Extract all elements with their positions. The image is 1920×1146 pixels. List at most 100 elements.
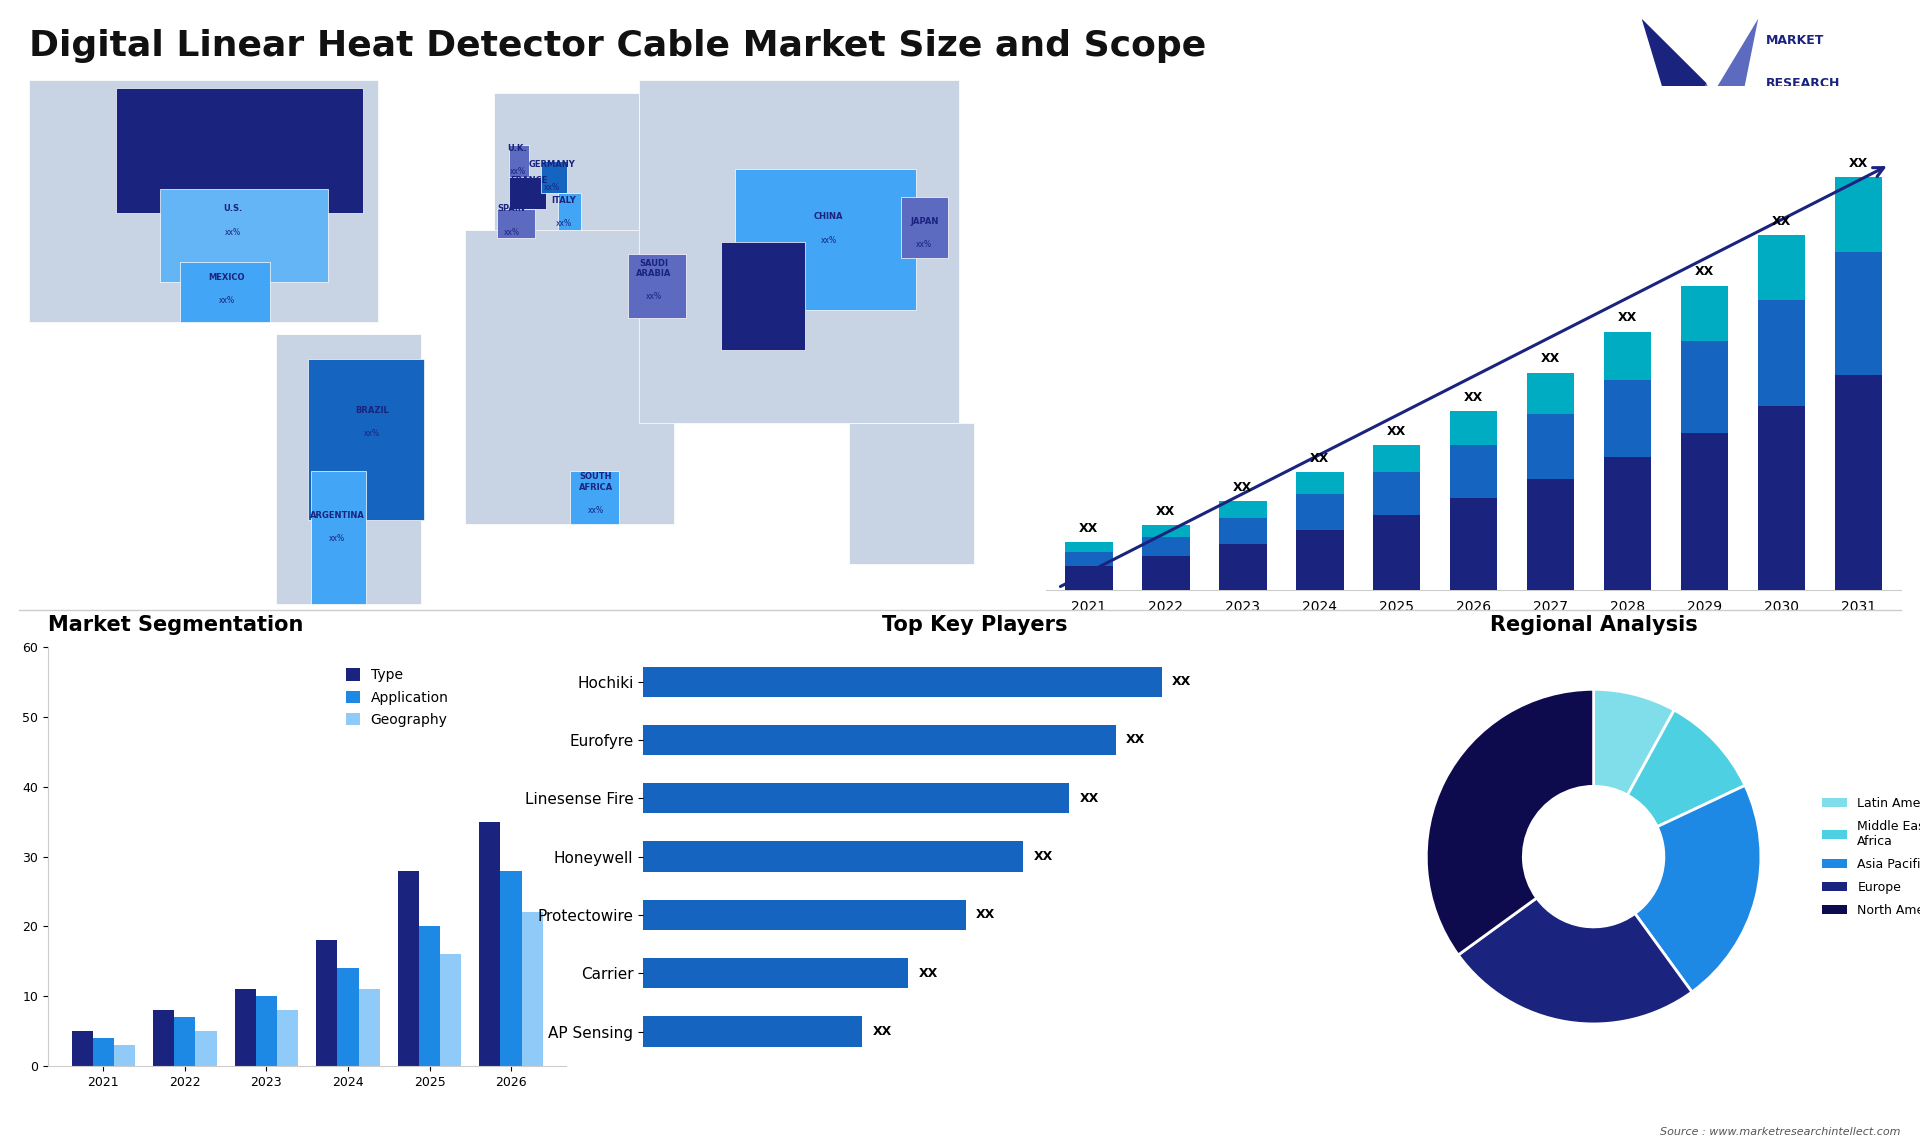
Text: ITALY: ITALY: [551, 196, 576, 205]
Bar: [501, 871, 522, 1066]
Text: XX: XX: [1386, 425, 1405, 438]
Text: U.S.: U.S.: [223, 204, 242, 213]
Text: XX: XX: [1695, 266, 1715, 278]
Polygon shape: [159, 189, 328, 282]
Bar: [643, 724, 1116, 755]
Polygon shape: [180, 261, 271, 322]
Text: MEXICO: MEXICO: [209, 273, 246, 282]
Text: xx%: xx%: [365, 429, 380, 438]
Text: Source : www.marketresearchintellect.com: Source : www.marketresearchintellect.com: [1661, 1127, 1901, 1137]
Bar: [1836, 375, 1882, 590]
Bar: [359, 989, 380, 1066]
Polygon shape: [307, 359, 424, 520]
Bar: [480, 822, 501, 1066]
Title: Top Key Players: Top Key Players: [881, 614, 1068, 635]
Bar: [1836, 176, 1882, 252]
Text: xx%: xx%: [916, 240, 933, 249]
Polygon shape: [497, 210, 536, 237]
Text: XX: XX: [1171, 675, 1190, 688]
Bar: [419, 926, 440, 1066]
Wedge shape: [1636, 785, 1761, 992]
Text: U.K.: U.K.: [507, 144, 528, 152]
Bar: [1373, 516, 1421, 590]
Text: xx%: xx%: [555, 220, 572, 228]
Bar: [1066, 566, 1112, 590]
Bar: [1757, 407, 1805, 590]
Text: XX: XX: [975, 909, 995, 921]
Text: INDIA: INDIA: [743, 277, 770, 286]
Text: xx%: xx%: [503, 228, 520, 236]
Legend: Type, Application, Geography: Type, Application, Geography: [340, 662, 453, 732]
Text: GERMANY: GERMANY: [528, 160, 576, 170]
Polygon shape: [628, 253, 685, 319]
Polygon shape: [29, 80, 378, 322]
Wedge shape: [1457, 898, 1692, 1023]
Bar: [317, 940, 338, 1066]
Polygon shape: [1680, 18, 1759, 148]
Text: XX: XX: [1772, 214, 1791, 228]
Polygon shape: [276, 335, 422, 604]
Text: SAUDI
ARABIA: SAUDI ARABIA: [636, 259, 672, 278]
Bar: [196, 1031, 217, 1066]
Legend: Latin America, Middle East &
Africa, Asia Pacific, Europe, North America: Latin America, Middle East & Africa, Asi…: [1818, 792, 1920, 921]
Bar: [1526, 372, 1574, 414]
Text: xx%: xx%: [820, 236, 837, 244]
Text: MARKET: MARKET: [1766, 33, 1824, 47]
Polygon shape: [465, 229, 674, 524]
Polygon shape: [570, 471, 618, 524]
Text: XX: XX: [1125, 733, 1144, 746]
Bar: [1680, 285, 1728, 342]
Bar: [154, 1010, 175, 1066]
Bar: [1450, 445, 1498, 499]
Text: Digital Linear Heat Detector Cable Market Size and Scope: Digital Linear Heat Detector Cable Marke…: [29, 29, 1206, 63]
Text: XX: XX: [1849, 157, 1868, 170]
Title: Regional Analysis: Regional Analysis: [1490, 614, 1697, 635]
Text: CANADA: CANADA: [198, 116, 238, 125]
Text: XX: XX: [1233, 480, 1252, 494]
Text: XX: XX: [1079, 521, 1098, 534]
Text: xx%: xx%: [588, 505, 605, 515]
Bar: [1526, 414, 1574, 479]
Polygon shape: [117, 88, 363, 213]
Bar: [643, 841, 1023, 872]
Bar: [255, 996, 276, 1066]
Polygon shape: [900, 197, 948, 258]
Bar: [1373, 445, 1421, 472]
Polygon shape: [1642, 18, 1707, 148]
Bar: [440, 955, 461, 1066]
Bar: [175, 1017, 196, 1066]
Bar: [397, 871, 419, 1066]
Bar: [1296, 472, 1344, 494]
Text: JAPAN: JAPAN: [910, 217, 939, 226]
Bar: [1219, 518, 1267, 544]
Text: ARGENTINA: ARGENTINA: [309, 511, 365, 520]
Text: XX: XX: [872, 1026, 891, 1038]
Bar: [1219, 544, 1267, 590]
Text: xx%: xx%: [520, 199, 538, 209]
Text: BRAZIL: BRAZIL: [355, 406, 390, 415]
Bar: [1450, 499, 1498, 590]
Polygon shape: [735, 170, 916, 311]
Wedge shape: [1427, 689, 1594, 955]
Text: SPAIN: SPAIN: [497, 204, 526, 213]
Polygon shape: [493, 93, 639, 242]
Text: xx%: xx%: [219, 296, 234, 305]
Bar: [92, 1038, 113, 1066]
Text: XX: XX: [1542, 353, 1561, 366]
Text: INTELLECT: INTELLECT: [1766, 121, 1832, 131]
Bar: [1603, 457, 1651, 590]
Text: XX: XX: [1033, 850, 1052, 863]
Bar: [1373, 472, 1421, 516]
Bar: [1066, 551, 1112, 566]
Polygon shape: [559, 194, 582, 229]
Text: xx%: xx%: [543, 183, 561, 193]
Bar: [1680, 433, 1728, 590]
Bar: [1603, 331, 1651, 380]
Bar: [643, 667, 1162, 697]
Polygon shape: [509, 178, 547, 210]
Bar: [1142, 525, 1190, 537]
Text: xx%: xx%: [225, 228, 240, 236]
Polygon shape: [849, 423, 973, 564]
Bar: [643, 958, 908, 989]
Polygon shape: [639, 80, 960, 423]
